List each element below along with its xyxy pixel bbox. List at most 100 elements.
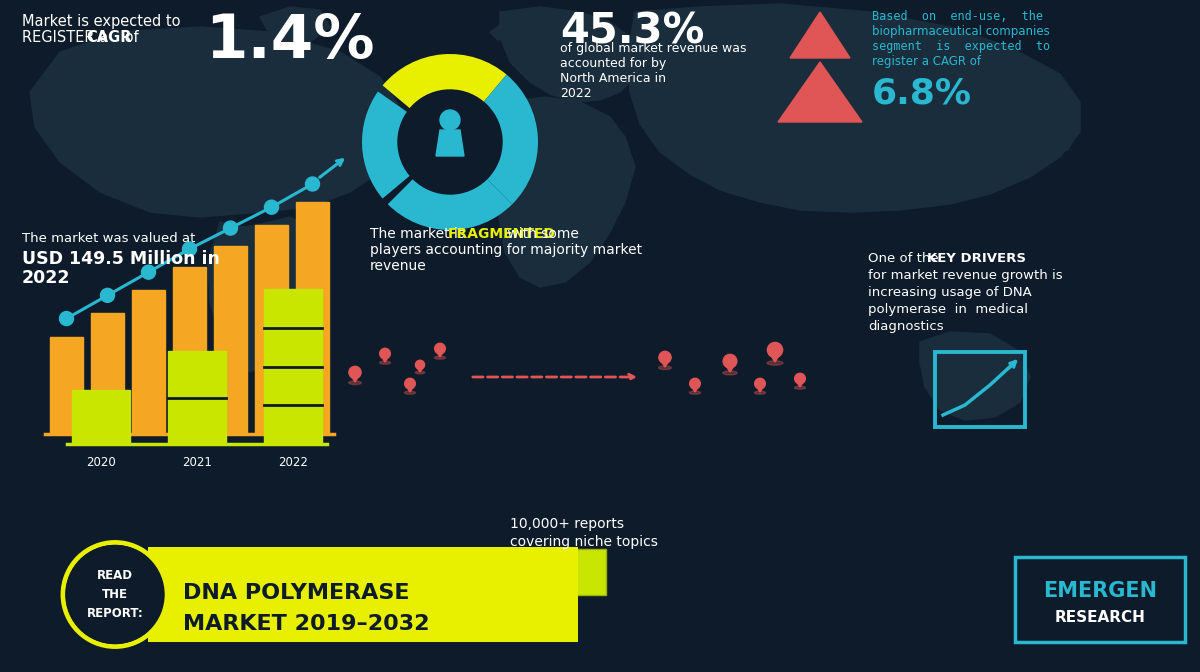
Text: 6.8%: 6.8% — [872, 76, 972, 110]
Wedge shape — [388, 179, 512, 230]
Ellipse shape — [434, 356, 445, 360]
Bar — [168, 351, 226, 444]
Text: CAGR: CAGR — [86, 30, 132, 45]
Polygon shape — [498, 97, 635, 287]
Polygon shape — [208, 217, 320, 372]
Ellipse shape — [349, 381, 361, 384]
Polygon shape — [768, 350, 782, 362]
Circle shape — [434, 343, 445, 354]
Polygon shape — [790, 12, 850, 58]
Ellipse shape — [689, 391, 701, 394]
Circle shape — [182, 242, 197, 256]
Polygon shape — [260, 7, 330, 44]
Text: REGISTER a: REGISTER a — [22, 30, 113, 45]
Text: 1.4%: 1.4% — [205, 12, 374, 71]
Bar — [72, 390, 130, 444]
Text: 45.3%: 45.3% — [560, 10, 704, 52]
Polygon shape — [349, 372, 361, 382]
Text: for market revenue growth is: for market revenue growth is — [868, 269, 1063, 282]
Text: biopharmaceutical companies: biopharmaceutical companies — [872, 25, 1050, 38]
Circle shape — [440, 110, 460, 130]
Bar — [935, 352, 1025, 427]
Text: 2022: 2022 — [560, 87, 592, 100]
Text: DNA POLYMERASE: DNA POLYMERASE — [182, 583, 409, 603]
Circle shape — [415, 360, 425, 370]
Circle shape — [223, 221, 238, 235]
Text: RESEARCH: RESEARCH — [1055, 610, 1146, 625]
Bar — [264, 289, 322, 444]
FancyBboxPatch shape — [544, 549, 574, 595]
Polygon shape — [794, 378, 805, 387]
Wedge shape — [484, 75, 538, 204]
Circle shape — [398, 90, 502, 194]
Polygon shape — [379, 353, 390, 362]
Text: 2021: 2021 — [182, 456, 212, 469]
Ellipse shape — [767, 361, 784, 365]
Circle shape — [349, 366, 361, 378]
Wedge shape — [362, 91, 410, 198]
Text: 2020: 2020 — [86, 456, 116, 469]
Text: EMERGEN: EMERGEN — [1043, 581, 1157, 601]
Polygon shape — [920, 332, 1030, 420]
Polygon shape — [436, 130, 464, 156]
Circle shape — [690, 378, 701, 389]
Polygon shape — [659, 358, 671, 367]
Circle shape — [404, 378, 415, 389]
Circle shape — [306, 177, 319, 191]
Bar — [50, 337, 83, 434]
Text: increasing usage of DNA: increasing usage of DNA — [868, 286, 1032, 299]
Text: covering niche topics: covering niche topics — [510, 535, 658, 549]
Text: 2022: 2022 — [278, 456, 308, 469]
Polygon shape — [690, 384, 701, 392]
Bar — [214, 246, 247, 434]
Circle shape — [755, 378, 766, 389]
Text: accounted for by: accounted for by — [560, 57, 666, 70]
Ellipse shape — [379, 361, 391, 364]
Text: players accounting for majority market: players accounting for majority market — [370, 243, 642, 257]
Text: Market is expected to: Market is expected to — [22, 14, 180, 29]
Circle shape — [60, 312, 73, 325]
Circle shape — [66, 546, 164, 644]
Text: diagnostics: diagnostics — [868, 320, 943, 333]
Bar — [296, 202, 329, 434]
Ellipse shape — [415, 371, 425, 374]
Text: One of the: One of the — [868, 252, 943, 265]
Polygon shape — [434, 349, 445, 357]
Bar — [173, 267, 206, 434]
Polygon shape — [1055, 127, 1075, 152]
Text: The market is: The market is — [370, 227, 469, 241]
Text: FRAGMENTED: FRAGMENTED — [448, 227, 556, 241]
Polygon shape — [778, 62, 862, 122]
Ellipse shape — [404, 391, 415, 394]
Ellipse shape — [755, 391, 766, 394]
Polygon shape — [755, 384, 766, 392]
Ellipse shape — [659, 366, 672, 370]
Polygon shape — [490, 22, 515, 40]
Text: READ
THE
REPORT:: READ THE REPORT: — [86, 569, 143, 620]
Text: revenue: revenue — [370, 259, 427, 273]
Polygon shape — [404, 384, 415, 392]
Text: Based  on  end-use,  the: Based on end-use, the — [872, 10, 1043, 23]
Text: segment  is  expected  to: segment is expected to — [872, 40, 1050, 53]
Polygon shape — [30, 27, 400, 217]
Text: KEY DRIVERS: KEY DRIVERS — [928, 252, 1026, 265]
Circle shape — [264, 200, 278, 214]
Text: The market was valued at: The market was valued at — [22, 232, 196, 245]
Text: of global market revenue was: of global market revenue was — [560, 42, 746, 55]
Text: of: of — [120, 30, 139, 45]
Bar — [1015, 557, 1186, 642]
Polygon shape — [415, 365, 425, 372]
Circle shape — [101, 288, 114, 302]
Text: register a CAGR of: register a CAGR of — [872, 55, 982, 68]
Text: MARKET 2019–2032: MARKET 2019–2032 — [182, 614, 430, 634]
Bar — [91, 313, 124, 434]
FancyBboxPatch shape — [576, 549, 606, 595]
Ellipse shape — [722, 371, 737, 375]
Ellipse shape — [794, 386, 805, 389]
Bar — [256, 225, 288, 434]
Polygon shape — [500, 7, 640, 102]
Circle shape — [768, 343, 782, 358]
Text: North America in: North America in — [560, 72, 666, 85]
Text: 2022: 2022 — [22, 269, 71, 287]
Text: 10,000+ reports: 10,000+ reports — [510, 517, 624, 531]
